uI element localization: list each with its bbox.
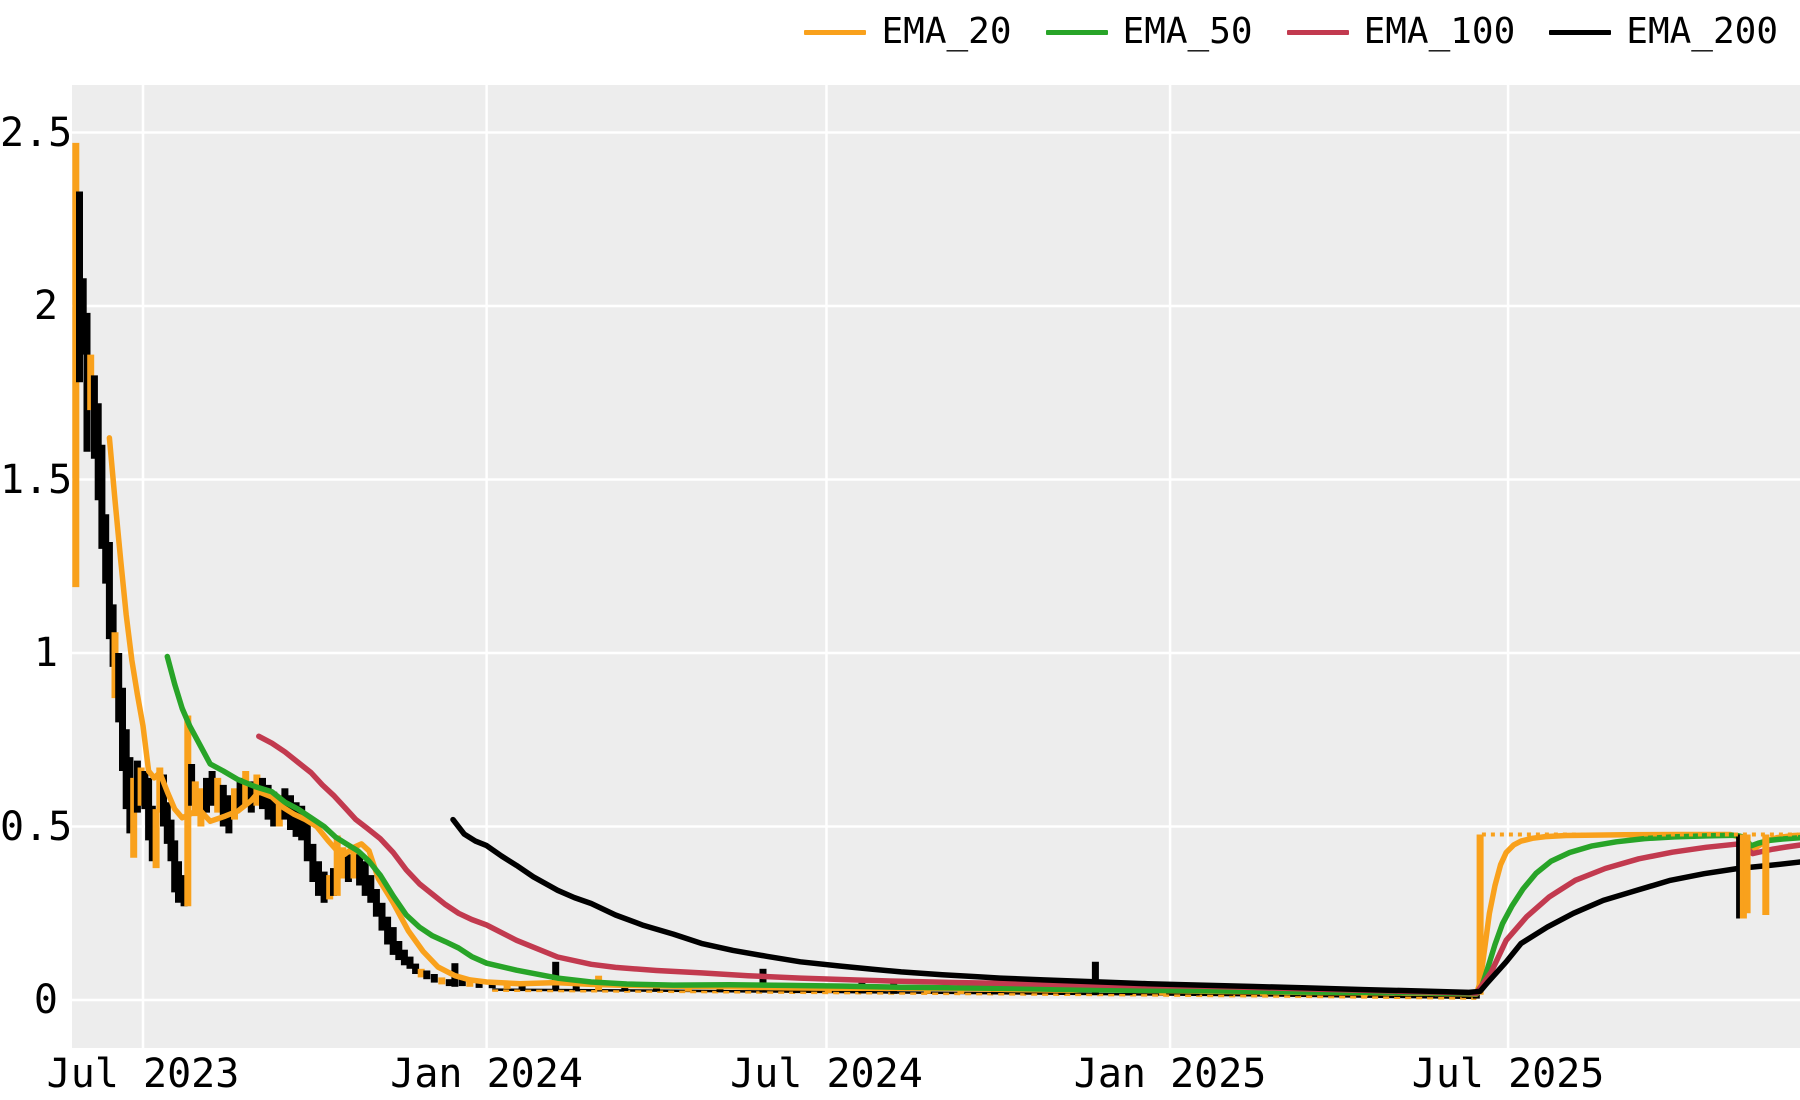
plot-background (72, 85, 1800, 1048)
y-tick-05: 0.5 (0, 803, 73, 850)
x-tick-jan-2024: Jan 2024 (390, 1051, 583, 1097)
series-layer (72, 142, 1800, 1000)
legend-line-ema50-icon (1045, 29, 1108, 35)
y-tick-0: 0 (33, 977, 58, 1023)
y-tick-25: 2.5 (0, 109, 73, 156)
price-baseline (492, 989, 1477, 1000)
y-tick-1: 1 (33, 630, 58, 676)
overlay-layer (1481, 832, 1798, 919)
legend-item-ema200: EMA_200 (1549, 6, 1778, 58)
legend-item-ema20: EMA_20 (804, 6, 1012, 58)
ema-line-ema_50 (164, 653, 1800, 997)
legend-item-ema100: EMA_100 (1286, 6, 1516, 58)
legend-line-ema20-icon (804, 29, 867, 35)
legend-item-ema50: EMA_50 (1045, 6, 1253, 58)
legend-label-ema100: EMA_100 (1363, 11, 1516, 52)
x-tick-jul-2024: Jul 2024 (730, 1051, 923, 1097)
legend-label-ema50: EMA_50 (1122, 11, 1253, 52)
legend-label-ema200: EMA_200 (1626, 11, 1778, 52)
x-tick-jan-2025: Jan 2025 (1073, 1051, 1267, 1097)
ema-line-ema_100 (256, 733, 1800, 996)
x-tick-jul-2023: Jul 2023 (46, 1051, 240, 1097)
ema-line-ema_200 (450, 816, 1800, 996)
x-tick-jul-2025: Jul 2025 (1411, 1051, 1605, 1097)
y-tick-15: 1.5 (0, 456, 73, 503)
legend-label-ema20: EMA_20 (881, 11, 1012, 52)
chart-legend: EMA_20 EMA_50 EMA_100 EMA_200 (804, 6, 1778, 58)
ema-line-ema_20 (106, 435, 1800, 997)
legend-line-ema100-icon (1286, 29, 1349, 35)
legend-line-ema200-icon (1549, 29, 1612, 35)
y-tick-2: 2 (33, 283, 58, 329)
